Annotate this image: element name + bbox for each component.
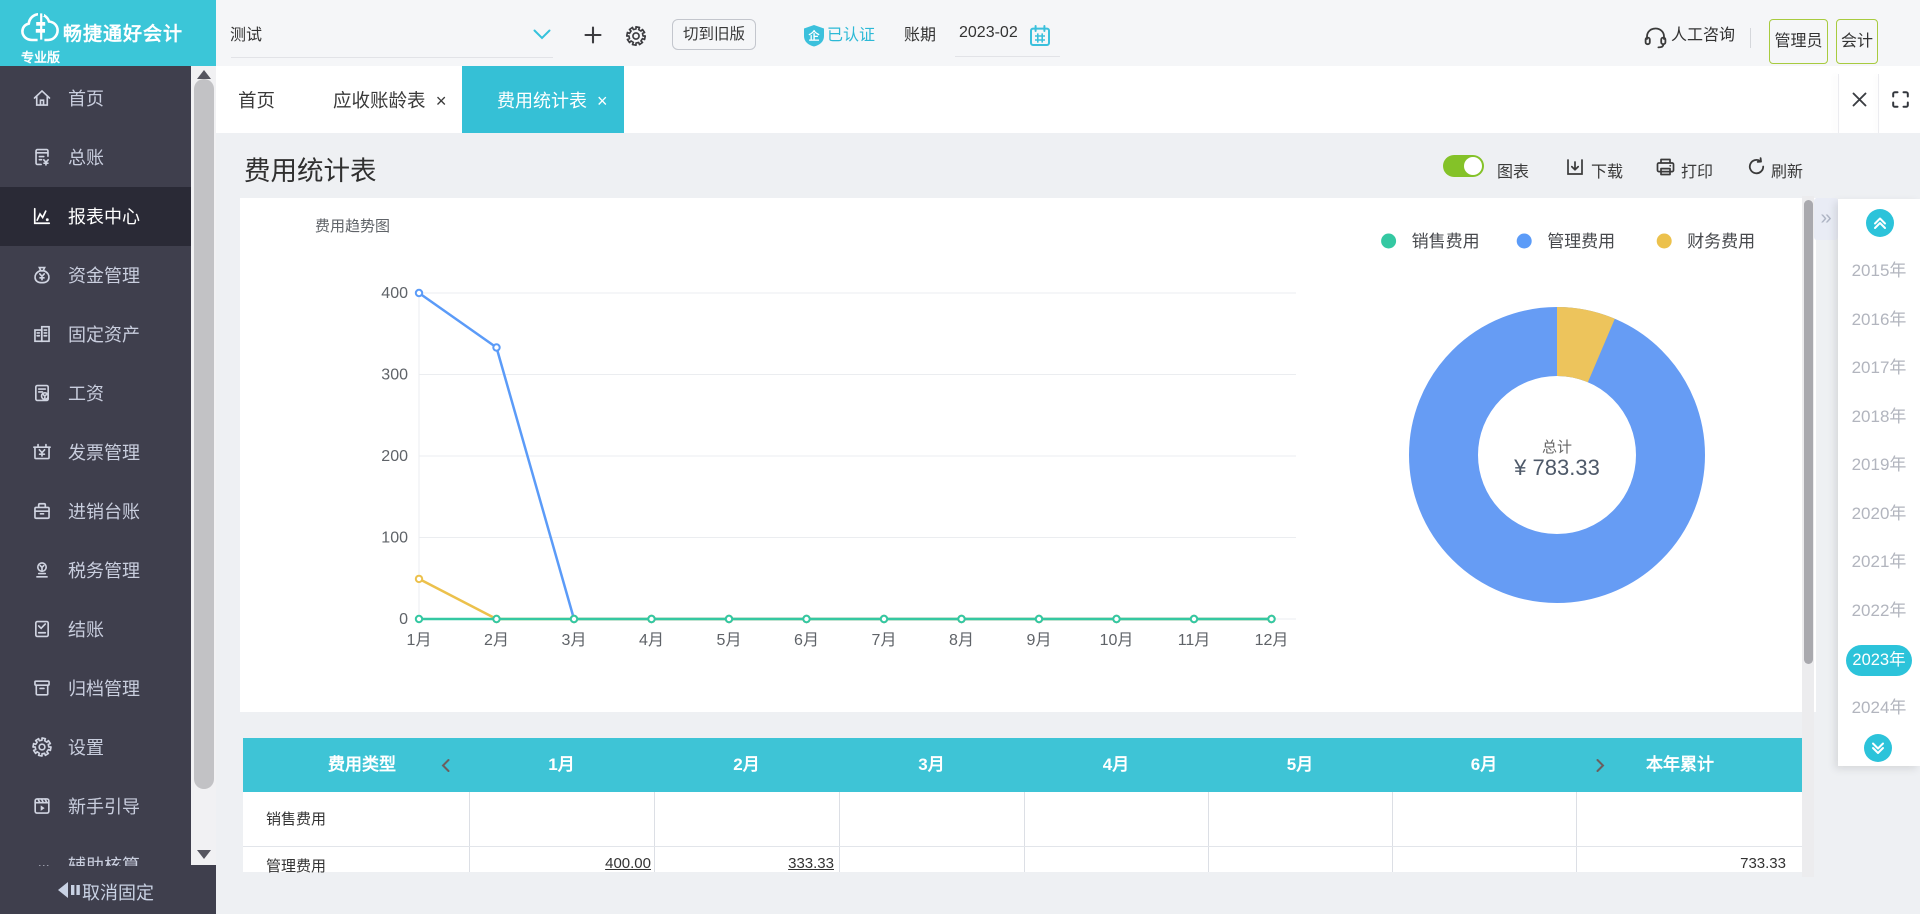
svg-text:100: 100 xyxy=(381,530,408,547)
svg-text:10月: 10月 xyxy=(1100,632,1134,649)
svg-text:9月: 9月 xyxy=(1027,632,1052,649)
svg-text:1月: 1月 xyxy=(407,632,432,649)
svg-text:5月: 5月 xyxy=(717,632,742,649)
svg-text:2月: 2月 xyxy=(484,632,509,649)
svg-text:8月: 8月 xyxy=(949,632,974,649)
svg-text:企: 企 xyxy=(808,29,821,43)
svg-text:12月: 12月 xyxy=(1255,632,1289,649)
svg-text:300: 300 xyxy=(381,367,408,384)
svg-text:400: 400 xyxy=(381,285,408,302)
svg-text:11月: 11月 xyxy=(1178,632,1211,649)
svg-text:总计: 总计 xyxy=(1542,439,1572,456)
svg-text:0: 0 xyxy=(399,611,408,628)
svg-text:6月: 6月 xyxy=(794,632,819,649)
svg-text:4月: 4月 xyxy=(639,632,664,649)
svg-text:费用趋势图: 费用趋势图 xyxy=(315,218,390,235)
svg-text:7月: 7月 xyxy=(872,632,897,649)
svg-text:¥ 783.33: ¥ 783.33 xyxy=(1513,455,1600,480)
svg-text:200: 200 xyxy=(381,448,408,465)
svg-text:管理费用: 管理费用 xyxy=(1547,232,1615,251)
svg-text:财务费用: 财务费用 xyxy=(1687,232,1755,251)
svg-text:3月: 3月 xyxy=(562,632,587,649)
svg-text:销售费用: 销售费用 xyxy=(1412,232,1480,251)
